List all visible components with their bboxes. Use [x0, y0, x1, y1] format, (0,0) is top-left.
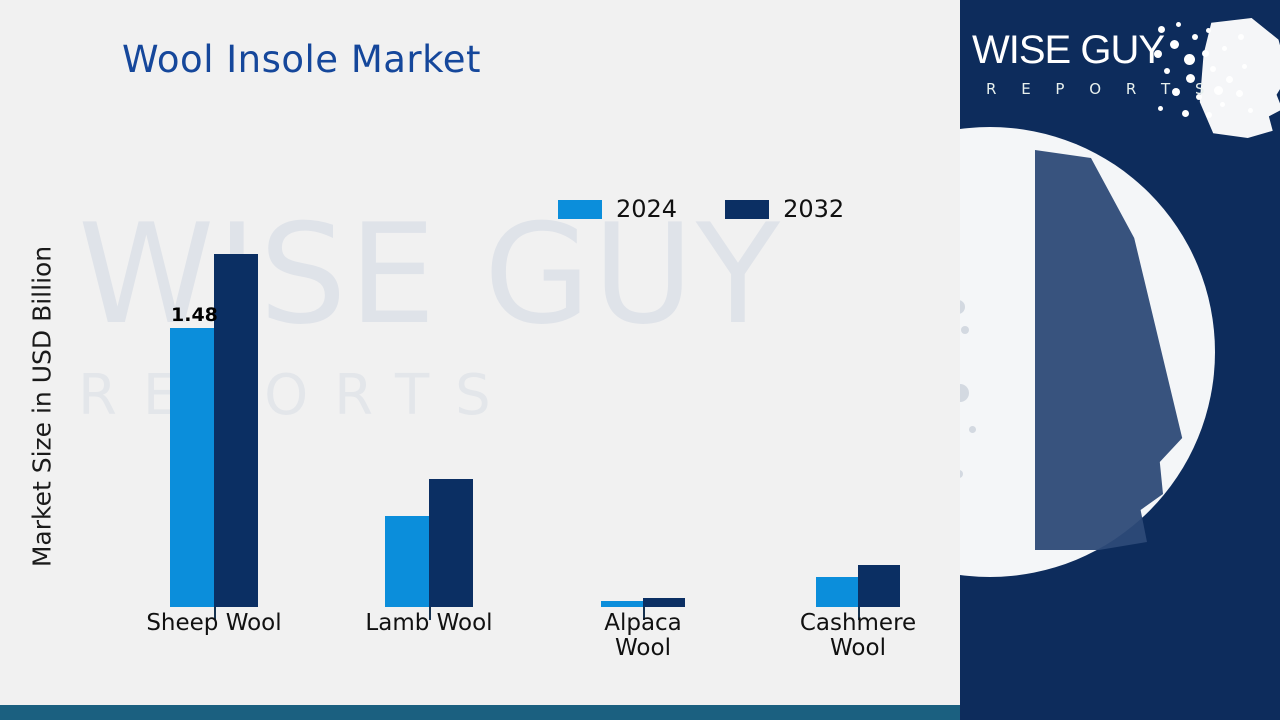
x-axis-label-1: Sheep Wool: [94, 611, 334, 636]
x-axis-label-3: Alpaca Wool: [523, 611, 763, 661]
logo-dot: [1202, 50, 1209, 57]
decorative-dot: [960, 384, 969, 402]
decorative-dot: [961, 326, 969, 334]
logo-dot: [1184, 54, 1195, 65]
logo-dot: [1154, 50, 1162, 58]
axis-tick-1: [214, 607, 216, 620]
logo-dot: [1158, 106, 1163, 111]
logo-dot: [1220, 102, 1225, 107]
chart-legend: 2024 2032: [558, 195, 844, 223]
x-axis-label-line: Alpaca: [604, 610, 682, 636]
axis-tick-2: [429, 607, 431, 620]
bar-2024-3[interactable]: [601, 601, 643, 607]
logo-dot: [1206, 112, 1212, 118]
legend-item-2024[interactable]: 2024: [558, 195, 677, 223]
logo-dot: [1222, 46, 1227, 51]
legend-label-2032: 2032: [783, 195, 845, 223]
legend-label-2024: 2024: [616, 195, 678, 223]
legend-swatch-2032: [725, 199, 770, 219]
bar-2032-1[interactable]: [214, 254, 258, 607]
bar-2024-1[interactable]: [170, 327, 214, 607]
wiseguy-logo: WISE GUY R E P O R T S: [972, 18, 1280, 138]
decorative-dot: [960, 300, 965, 314]
logo-dot: [1206, 28, 1211, 33]
panel-dot-pattern: [960, 140, 1055, 570]
bar-2032-3[interactable]: [643, 597, 685, 607]
x-axis-label-line: Lamb Wool: [365, 610, 493, 636]
x-axis-label-2: Lamb Wool: [309, 611, 549, 636]
logo-dot: [1158, 26, 1165, 33]
logo-dot: [1210, 66, 1216, 72]
bottom-accent-strip: [0, 705, 960, 720]
logo-dot: [1172, 88, 1180, 96]
x-axis-label-line: Cashmere: [799, 610, 917, 636]
x-axis-label-4: Cashmere Wool: [738, 611, 978, 661]
decorative-dot: [969, 426, 976, 433]
decorative-dot: [960, 470, 963, 478]
logo-subtitle: R E P O R T S: [986, 80, 1215, 98]
logo-dot: [1182, 110, 1189, 117]
bar-2032-4[interactable]: [858, 565, 900, 607]
logo-dot: [1186, 74, 1195, 83]
logo-dot: [1242, 64, 1247, 69]
logo-dot: [1248, 108, 1253, 113]
legend-item-2032[interactable]: 2032: [725, 195, 844, 223]
bar-chart: Market Size in USD Billion 2024 2032 She…: [28, 195, 917, 661]
logo-dot: [1236, 90, 1243, 97]
axis-tick-3: [643, 607, 645, 620]
logo-title: WISE GUY: [972, 28, 1165, 72]
page-title: Wool Insole Market: [122, 38, 482, 81]
logo-dot: [1170, 40, 1179, 49]
data-label-1: 1.48: [171, 303, 218, 326]
bar-2032-2[interactable]: [429, 478, 473, 607]
plot-area: Sheep Wool Lamb Wool Alpaca Wool Cashmere Woo…: [94, 254, 916, 661]
logo-dot: [1226, 76, 1233, 83]
legend-swatch-2024: [558, 199, 602, 219]
logo-dot: [1196, 94, 1202, 100]
bar-2024-2[interactable]: [385, 516, 429, 607]
x-axis-label-line: Wool: [615, 635, 671, 661]
x-axis-label-line: Sheep Wool: [146, 610, 282, 636]
x-axis-label-line: Wool: [830, 635, 886, 661]
brand-panel: WISE GUY R E P O R T S: [960, 0, 1280, 720]
logo-dot-pattern-icon: [1152, 20, 1280, 130]
axis-tick-4: [858, 607, 860, 620]
logo-dot: [1176, 22, 1181, 27]
logo-dot: [1164, 68, 1170, 74]
bar-2024-4[interactable]: [816, 576, 858, 607]
logo-dot: [1192, 34, 1198, 40]
logo-dot: [1238, 34, 1244, 40]
logo-dot: [1214, 86, 1223, 95]
